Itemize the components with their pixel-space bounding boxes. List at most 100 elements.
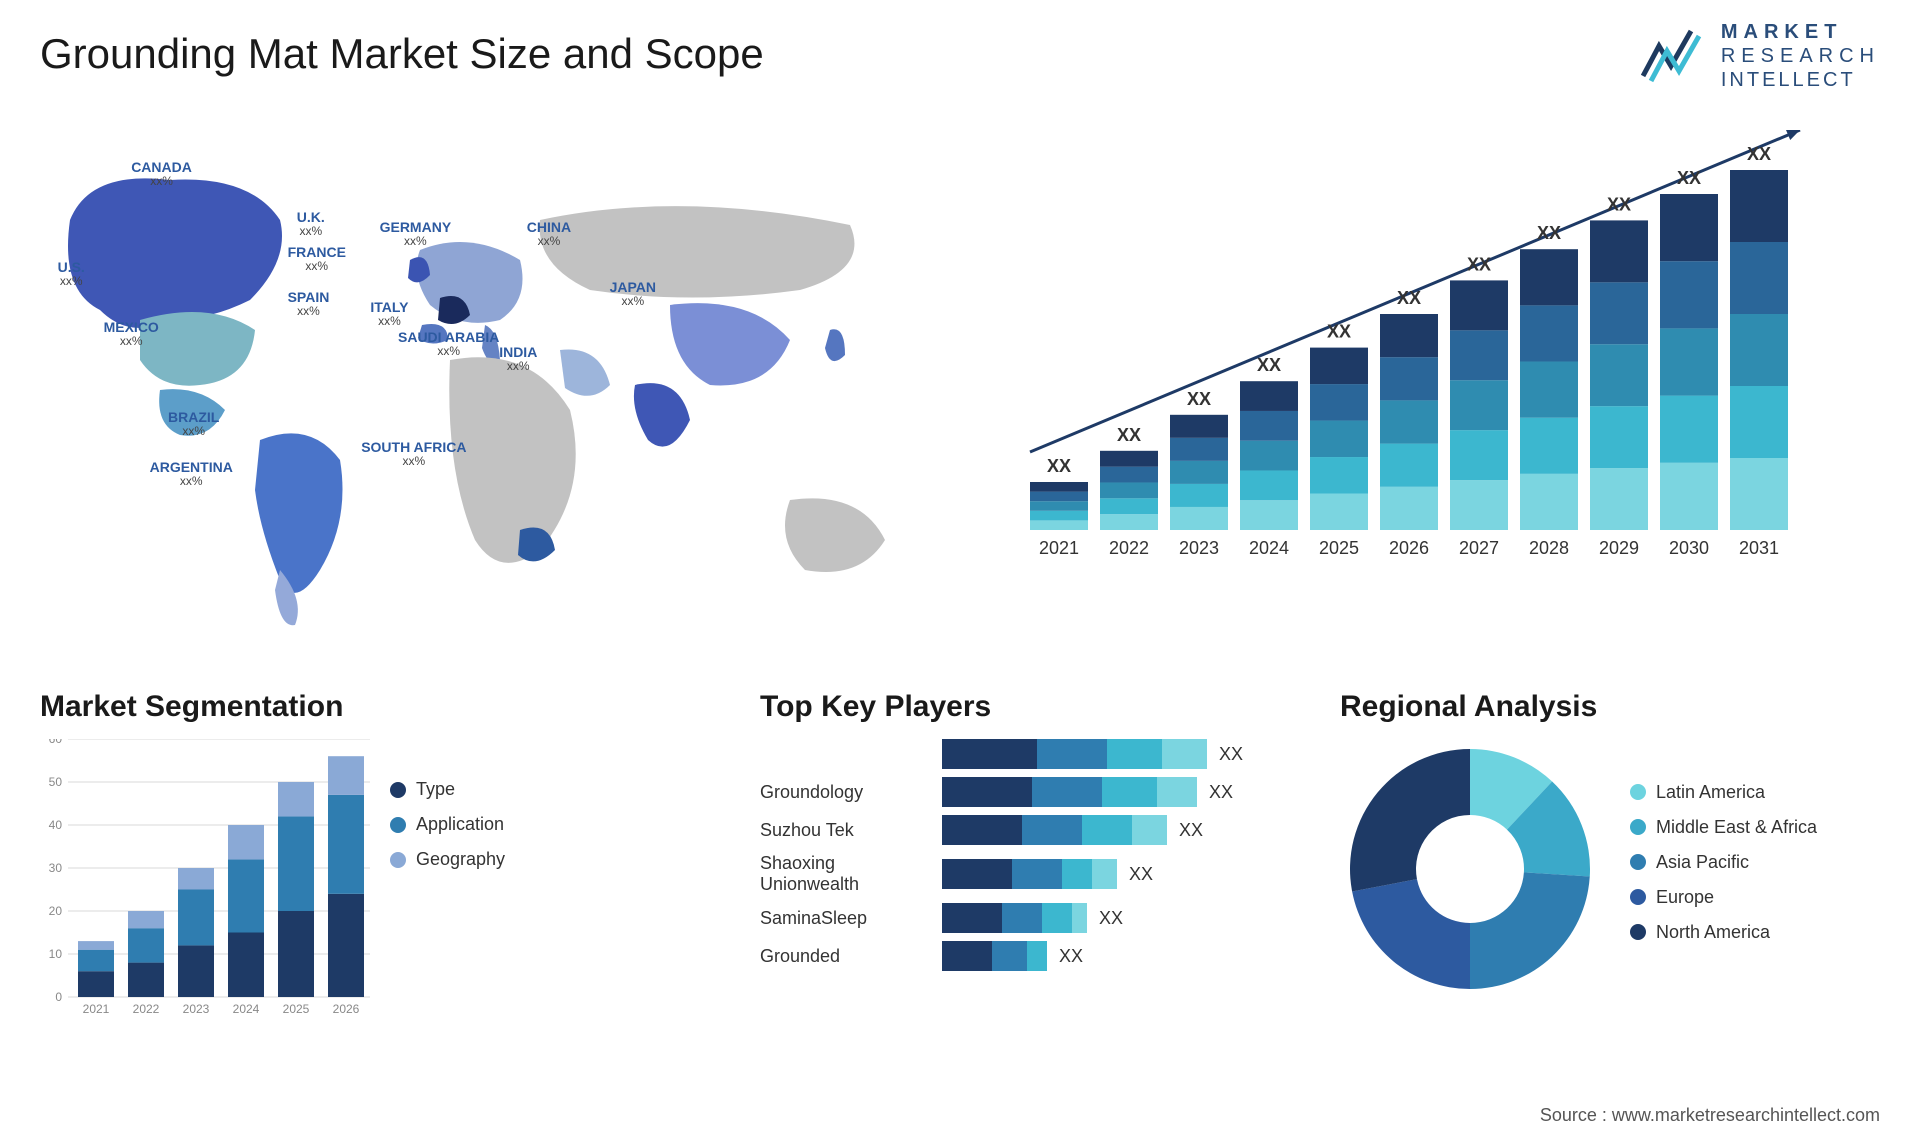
player-label: Groundology bbox=[760, 782, 930, 803]
svg-text:XX: XX bbox=[1257, 355, 1281, 375]
svg-text:2023: 2023 bbox=[183, 1002, 210, 1016]
svg-text:2025: 2025 bbox=[1319, 538, 1359, 558]
svg-text:2024: 2024 bbox=[1249, 538, 1289, 558]
svg-text:2022: 2022 bbox=[133, 1002, 160, 1016]
regional-donut bbox=[1340, 739, 1600, 999]
svg-text:10: 10 bbox=[49, 947, 63, 961]
svg-text:2026: 2026 bbox=[1389, 538, 1429, 558]
brand-logo: MARKET RESEARCH INTELLECT bbox=[1641, 20, 1880, 92]
svg-text:2030: 2030 bbox=[1669, 538, 1709, 558]
svg-text:60: 60 bbox=[49, 739, 63, 746]
map-label: BRAZILxx% bbox=[168, 410, 219, 439]
legend-item: Geography bbox=[390, 849, 505, 870]
legend-item: Middle East & Africa bbox=[1630, 817, 1817, 838]
player-value: XX bbox=[1059, 946, 1083, 967]
map-label: SPAINxx% bbox=[288, 290, 330, 319]
svg-text:50: 50 bbox=[49, 775, 63, 789]
page-title: Grounding Mat Market Size and Scope bbox=[40, 30, 764, 78]
regional-section: Regional Analysis Latin America Middle Ea… bbox=[1340, 690, 1880, 1070]
segmentation-section: Market Segmentation 0 10 20 30 40 50 60 2021 202… bbox=[40, 690, 600, 1070]
svg-text:XX: XX bbox=[1117, 425, 1141, 445]
player-value: XX bbox=[1179, 820, 1203, 841]
map-label: U.K.xx% bbox=[297, 210, 325, 239]
world-map: CANADAxx% U.S.xx% MEXICOxx% BRAZILxx% ARGENT… bbox=[30, 130, 950, 630]
svg-text:XX: XX bbox=[1747, 144, 1771, 164]
map-label: GERMANYxx% bbox=[380, 220, 452, 249]
player-label: Grounded bbox=[760, 946, 930, 967]
player-row: SaminaSleep XX bbox=[760, 903, 1260, 933]
map-label: FRANCExx% bbox=[288, 245, 346, 274]
player-row: Suzhou Tek XX bbox=[760, 815, 1260, 845]
legend-item: Asia Pacific bbox=[1630, 852, 1817, 873]
legend-item: Application bbox=[390, 814, 505, 835]
svg-text:2029: 2029 bbox=[1599, 538, 1639, 558]
legend-item: Type bbox=[390, 779, 505, 800]
svg-text:XX: XX bbox=[1327, 322, 1351, 342]
regional-legend: Latin America Middle East & Africa Asia Pa… bbox=[1630, 782, 1817, 957]
player-bar bbox=[942, 859, 1117, 889]
player-bar bbox=[942, 777, 1197, 807]
trend-chart: XX2021XX2022XX2023XX2024XX2025XX2026XX20… bbox=[1010, 130, 1880, 610]
map-label: JAPANxx% bbox=[610, 280, 656, 309]
svg-text:2026: 2026 bbox=[333, 1002, 360, 1016]
legend-item: Latin America bbox=[1630, 782, 1817, 803]
logo-text-2: RESEARCH bbox=[1721, 44, 1880, 68]
svg-text:XX: XX bbox=[1047, 456, 1071, 476]
segmentation-chart: 0102030405060202120222023202420252026 bbox=[40, 739, 370, 1019]
player-value: XX bbox=[1099, 908, 1123, 929]
map-label: ITALYxx% bbox=[370, 300, 408, 329]
map-label: SOUTH AFRICAxx% bbox=[361, 440, 466, 469]
svg-text:XX: XX bbox=[1677, 168, 1701, 188]
svg-text:XX: XX bbox=[1467, 254, 1491, 274]
trend-chart-svg: XX2021XX2022XX2023XX2024XX2025XX2026XX20… bbox=[1010, 130, 1820, 580]
players-title: Top Key Players bbox=[760, 690, 1260, 724]
source-label: Source : www.marketresearchintellect.com bbox=[1540, 1105, 1880, 1126]
legend-item: Europe bbox=[1630, 887, 1817, 908]
logo-text-1: MARKET bbox=[1721, 20, 1880, 44]
player-value: XX bbox=[1219, 744, 1243, 765]
player-bar bbox=[942, 941, 1047, 971]
map-label: U.S.xx% bbox=[58, 260, 85, 289]
svg-text:XX: XX bbox=[1537, 223, 1561, 243]
players-list: XXGroundologyXXSuzhou TekXXShaoxing Unio… bbox=[760, 739, 1260, 971]
svg-text:XX: XX bbox=[1187, 389, 1211, 409]
svg-text:2031: 2031 bbox=[1739, 538, 1779, 558]
svg-text:40: 40 bbox=[49, 818, 63, 832]
map-label: SAUDI ARABIAxx% bbox=[398, 330, 499, 359]
map-label: CHINAxx% bbox=[527, 220, 571, 249]
svg-text:XX: XX bbox=[1607, 194, 1631, 214]
segmentation-legend: Type Application Geography bbox=[390, 739, 505, 1019]
svg-text:2028: 2028 bbox=[1529, 538, 1569, 558]
svg-text:2021: 2021 bbox=[83, 1002, 110, 1016]
map-label: INDIAxx% bbox=[499, 345, 537, 374]
svg-text:2025: 2025 bbox=[283, 1002, 310, 1016]
svg-text:2022: 2022 bbox=[1109, 538, 1149, 558]
svg-text:2027: 2027 bbox=[1459, 538, 1499, 558]
map-label: ARGENTINAxx% bbox=[150, 460, 233, 489]
players-section: Top Key Players XXGroundologyXXSuzhou Te… bbox=[760, 690, 1260, 1070]
player-row: Grounded XX bbox=[760, 941, 1260, 971]
player-bar bbox=[942, 815, 1167, 845]
segmentation-title: Market Segmentation bbox=[40, 690, 600, 724]
player-bar bbox=[942, 739, 1207, 769]
player-bar bbox=[942, 903, 1087, 933]
legend-item: North America bbox=[1630, 922, 1817, 943]
player-row: XX bbox=[760, 739, 1260, 769]
svg-text:20: 20 bbox=[49, 904, 63, 918]
player-label: Shaoxing Unionwealth bbox=[760, 853, 930, 895]
player-row: Shaoxing Unionwealth XX bbox=[760, 853, 1260, 895]
player-label: Suzhou Tek bbox=[760, 820, 930, 841]
logo-icon bbox=[1641, 26, 1711, 86]
logo-text-3: INTELLECT bbox=[1721, 68, 1880, 92]
player-value: XX bbox=[1129, 864, 1153, 885]
world-map-svg bbox=[30, 130, 950, 630]
svg-text:XX: XX bbox=[1397, 288, 1421, 308]
map-label: MEXICOxx% bbox=[104, 320, 159, 349]
regional-title: Regional Analysis bbox=[1340, 690, 1880, 724]
svg-text:0: 0 bbox=[55, 990, 62, 1004]
player-label: SaminaSleep bbox=[760, 908, 930, 929]
map-label: CANADAxx% bbox=[131, 160, 192, 189]
player-value: XX bbox=[1209, 782, 1233, 803]
svg-text:2023: 2023 bbox=[1179, 538, 1219, 558]
svg-text:30: 30 bbox=[49, 861, 63, 875]
